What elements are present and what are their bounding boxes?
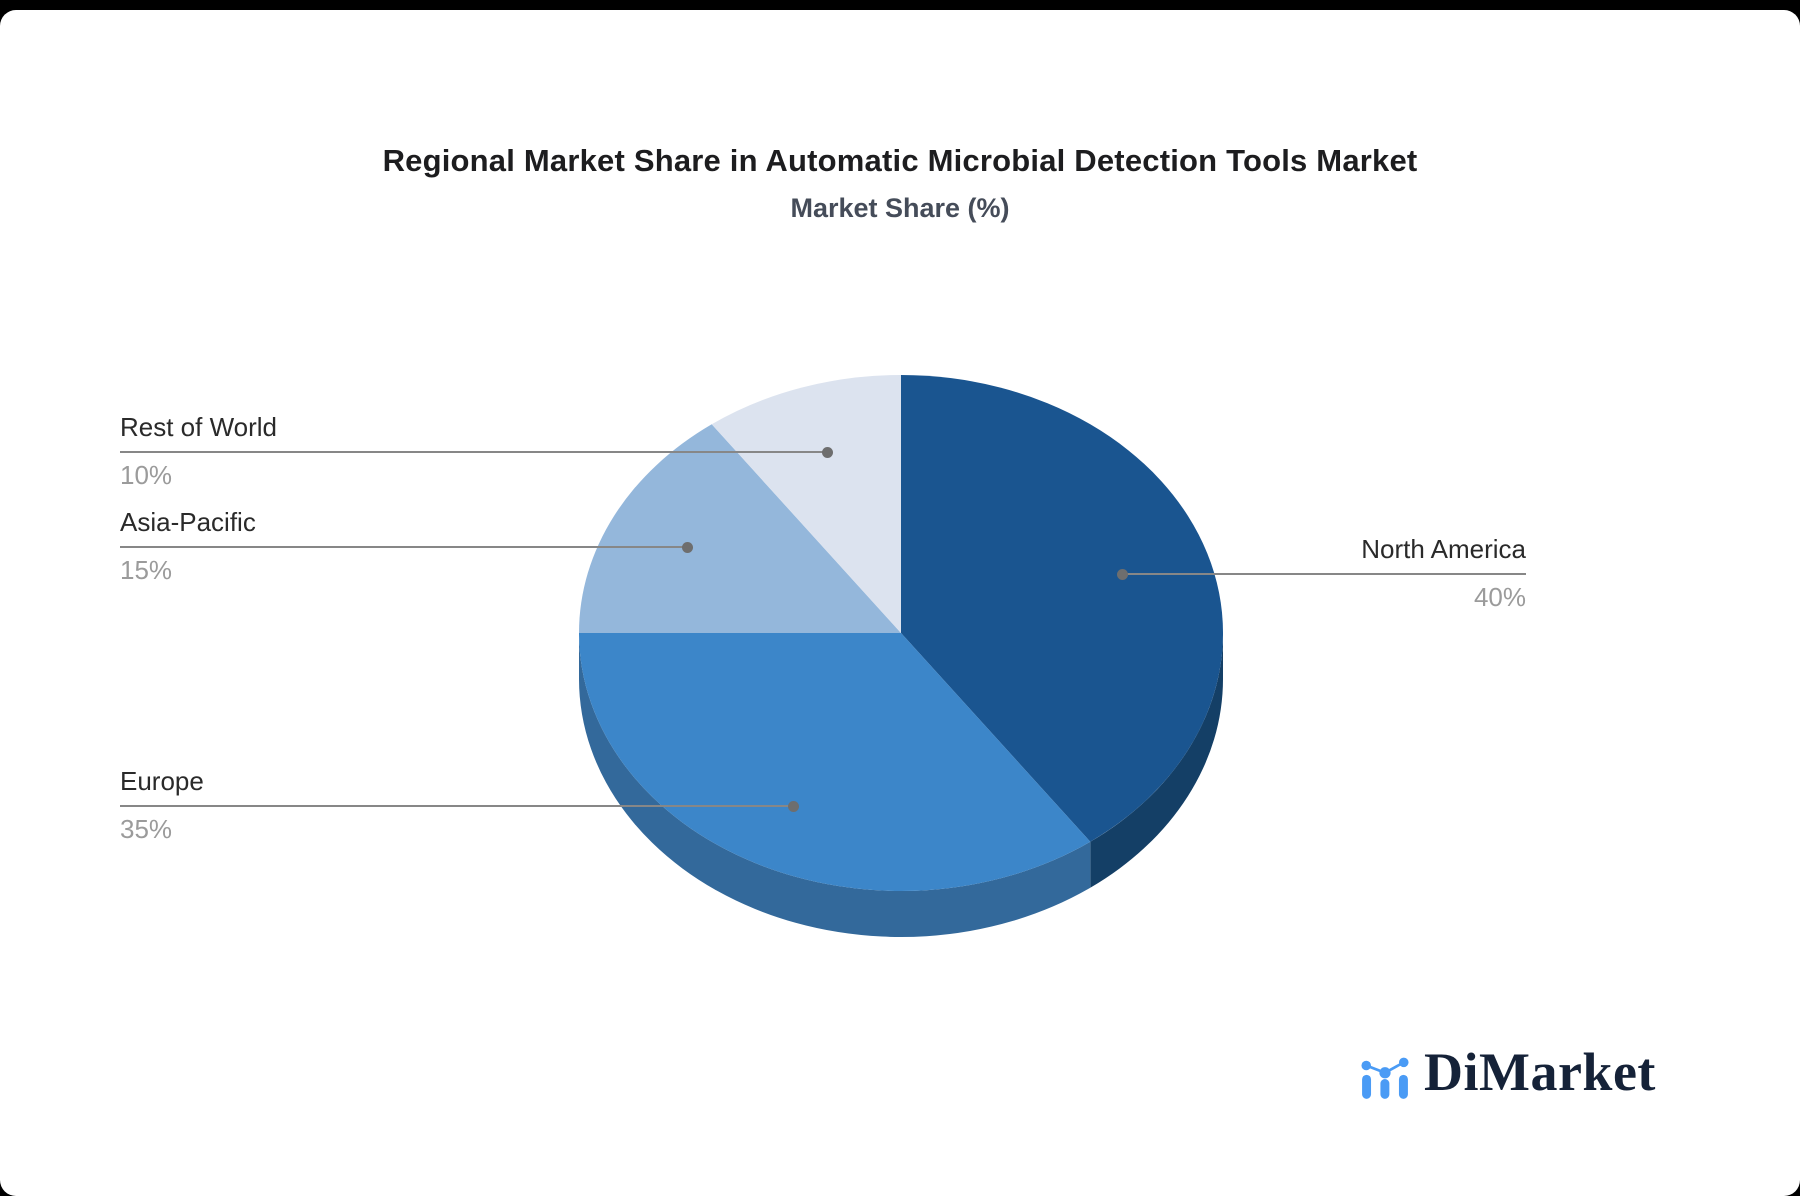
leader-line-europe <box>120 805 793 807</box>
chart-subtitle: Market Share (%) <box>790 193 1010 223</box>
leader-line-rest-of-world <box>120 451 827 453</box>
callout-value-europe: 35% <box>120 814 173 844</box>
leader-dot-europe <box>788 801 799 812</box>
chart-card: Regional Market Share in Automatic Micro… <box>0 10 1800 1196</box>
callout-value-north-america: 40% <box>1473 582 1526 612</box>
leader-dot-asia-pacific <box>682 542 693 553</box>
brand-logo: DiMarket <box>1360 1045 1656 1099</box>
pie-chart <box>579 375 1224 938</box>
bar-line-chart-logo-icon <box>1361 1057 1409 1099</box>
callout-label-north-america: North America <box>1361 534 1526 564</box>
brand-logo-text: DiMarket <box>1424 1042 1656 1102</box>
callout-label-asia-pacific: Asia-Pacific <box>120 507 256 537</box>
callout-label-europe: Europe <box>120 766 204 796</box>
callout-value-rest-of-world: 10% <box>120 460 173 490</box>
chart-title: Regional Market Share in Automatic Micro… <box>382 143 1418 178</box>
callout-label-rest-of-world: Rest of World <box>120 412 278 442</box>
callout-value-asia-pacific: 15% <box>120 555 173 585</box>
leader-line-north-america <box>1122 573 1526 575</box>
leader-line-asia-pacific <box>120 546 687 548</box>
leader-dot-rest-of-world <box>822 447 833 458</box>
leader-dot-north-america <box>1117 569 1128 580</box>
